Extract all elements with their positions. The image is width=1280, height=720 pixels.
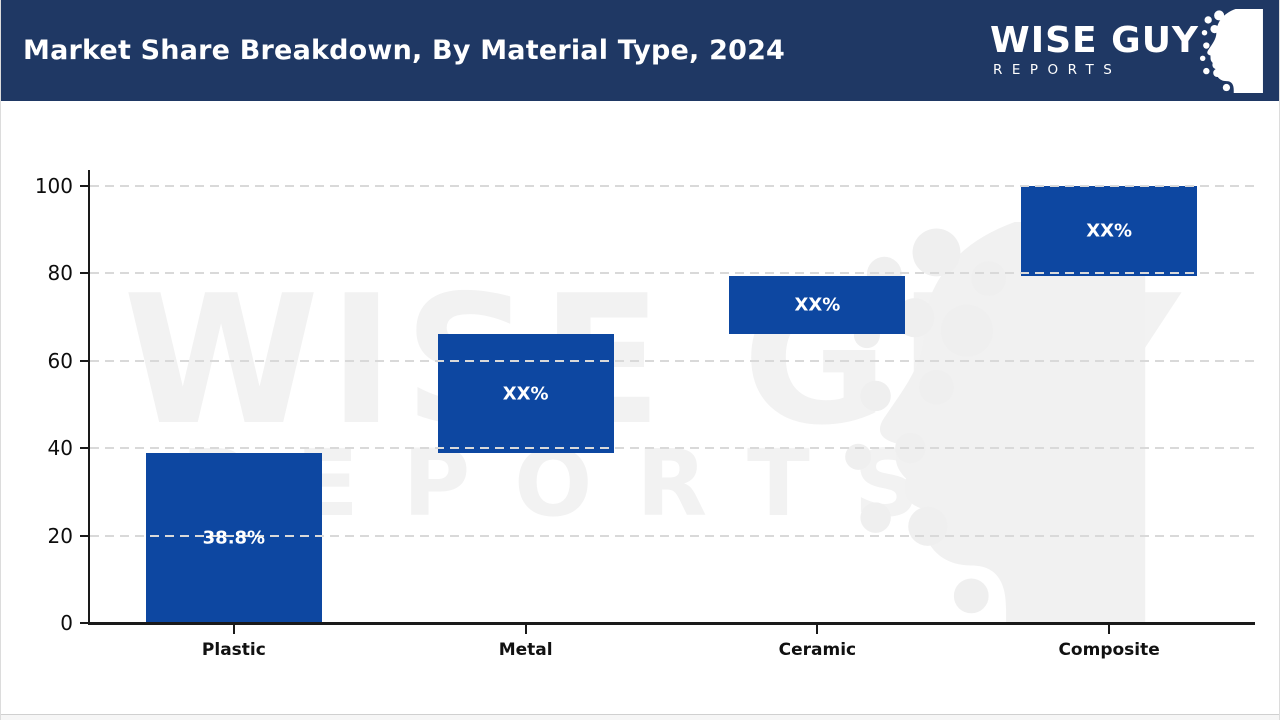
y-tick	[80, 622, 88, 624]
y-axis-line	[88, 170, 90, 625]
logo-wordmark: WISE GUY	[989, 20, 1199, 61]
y-tick-label: 20	[47, 523, 73, 548]
logo-subtext: REPORTS	[992, 62, 1122, 78]
gridline	[90, 447, 1254, 450]
wiseguy-face-icon	[1199, 8, 1263, 93]
bar-value-label: XX%	[502, 383, 549, 405]
header-bar: Market Share Breakdown, By Material Type…	[1, 0, 1279, 101]
gridline	[90, 185, 1254, 187]
bottom-border	[1, 714, 1279, 720]
bar-value-label: XX%	[1086, 220, 1133, 242]
x-tick	[1108, 625, 1111, 634]
x-tick-label-metal: Metal	[498, 640, 553, 660]
chart-title: Market Share Breakdown, By Material Type…	[23, 35, 786, 66]
y-tick	[80, 447, 88, 450]
bar-value-label: 38.8%	[202, 527, 266, 549]
x-tick-label-plastic: Plastic	[201, 640, 266, 660]
x-tick-label-composite: Composite	[1058, 640, 1160, 660]
y-tick-label: 80	[47, 261, 73, 286]
y-tick	[80, 534, 88, 537]
y-tick-label: 100	[34, 174, 73, 198]
x-tick	[232, 625, 235, 634]
bar-value-label: XX%	[794, 294, 841, 316]
x-tick-label-ceramic: Ceramic	[778, 640, 857, 660]
gridline	[90, 272, 1254, 275]
logo-text: WISE GUY REPORTS	[989, 20, 1199, 79]
x-axis-line	[88, 622, 1255, 625]
y-tick	[80, 272, 88, 275]
y-tick-label: 0	[60, 611, 73, 635]
y-tick	[80, 359, 88, 362]
y-tick-label: 60	[47, 348, 73, 373]
wiseguy-logo: WISE GUY REPORTS	[990, 0, 1269, 101]
x-tick	[524, 625, 527, 634]
y-tick	[80, 185, 88, 187]
bar-plastic	[145, 453, 322, 623]
x-tick	[816, 625, 819, 634]
gridline	[90, 359, 1254, 362]
y-tick-label: 40	[47, 436, 73, 461]
gridline	[90, 534, 1254, 537]
bar-metal	[437, 334, 614, 454]
